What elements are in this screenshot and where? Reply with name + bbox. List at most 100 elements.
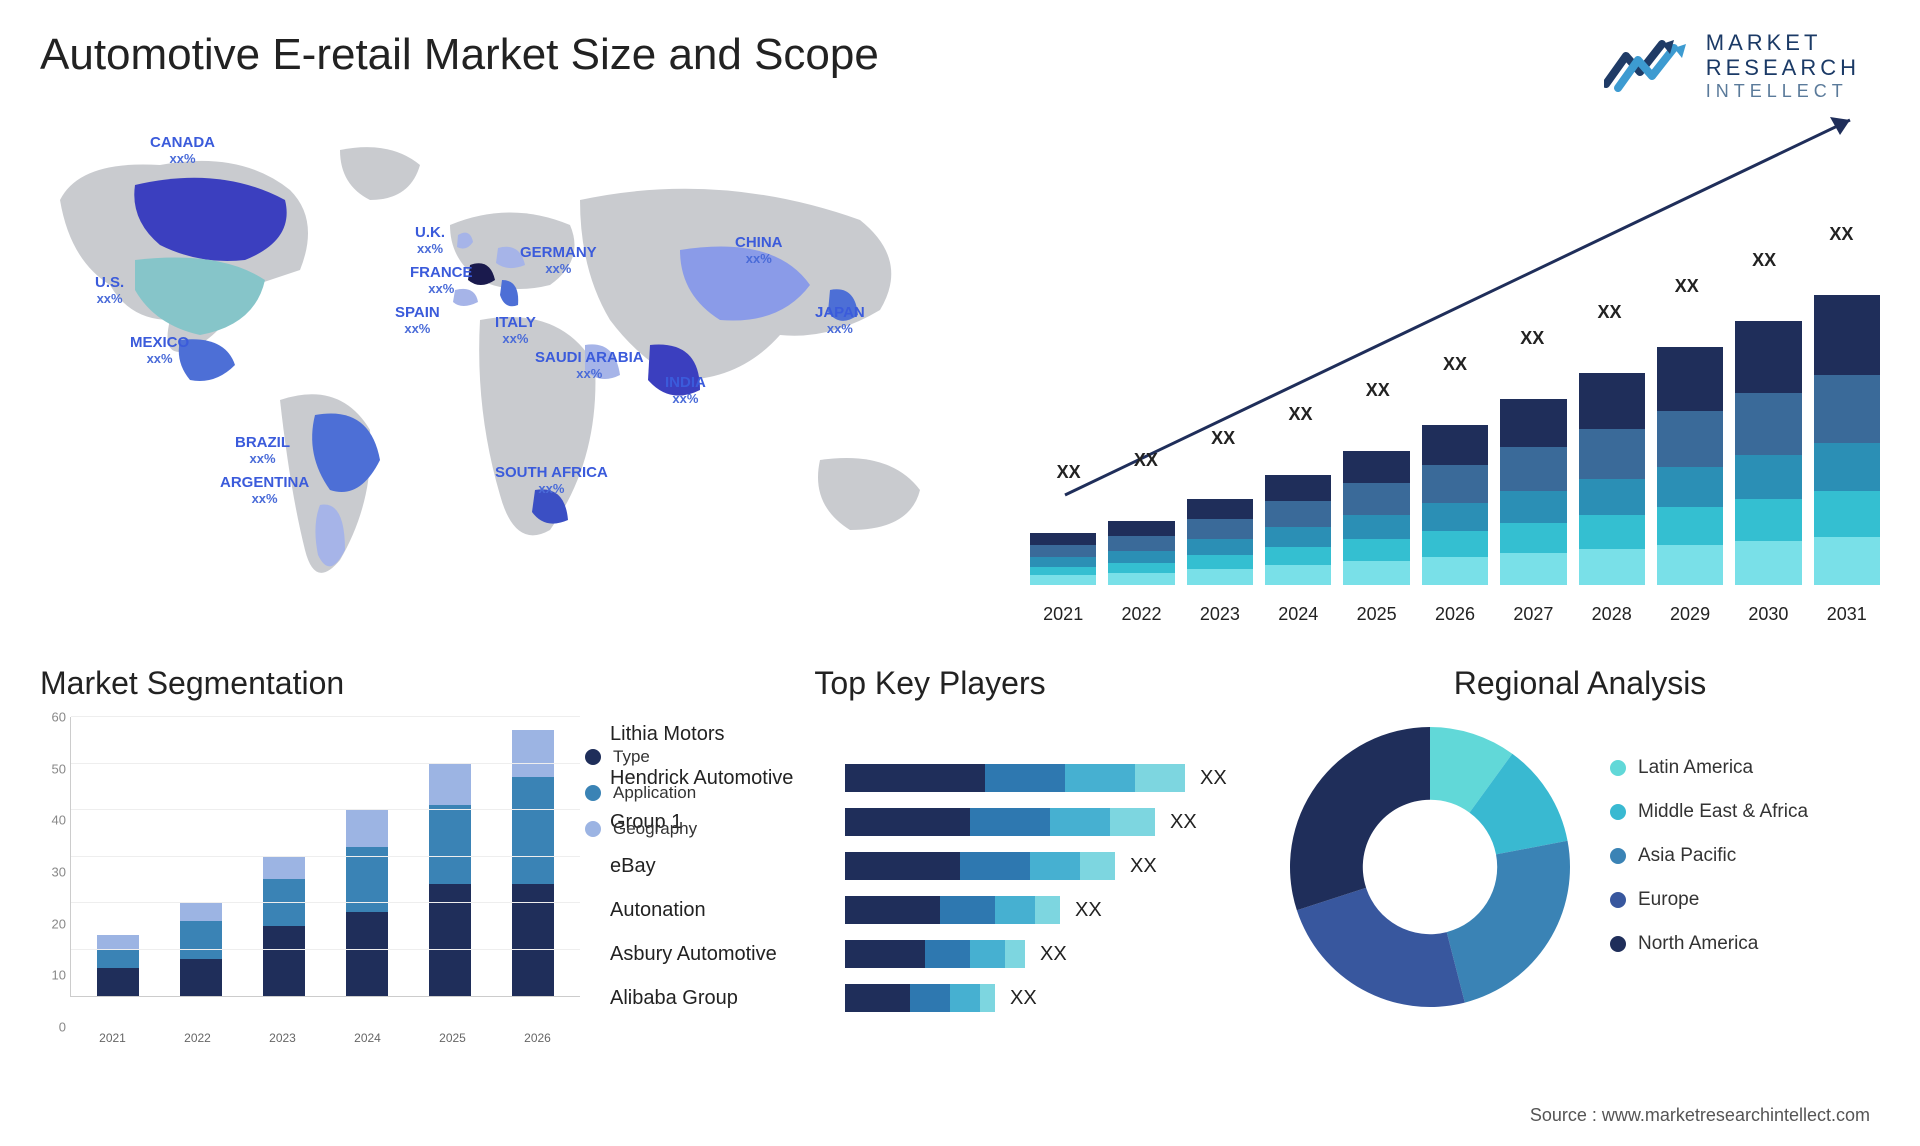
map-country-label: ITALYxx% [495,315,536,346]
bar-segment [1343,539,1409,561]
bar-year-label: 2029 [1657,604,1723,625]
bar-segment [1030,557,1096,567]
main-bar-column [1579,373,1645,585]
legend-swatch-icon [1610,760,1626,776]
regional-legend: Latin AmericaMiddle East & AfricaAsia Pa… [1610,757,1808,977]
bar-segment [1265,527,1331,547]
bar-segment [1579,515,1645,549]
bar-segment [1265,475,1331,501]
segmentation-bar-chart: 0102030405060 [40,717,580,1027]
key-players-panel: Top Key Players Lithia MotorsHendrick Au… [610,665,1250,1045]
bar-segment [1422,503,1488,531]
seg-bar-segment [180,903,222,922]
seg-bar-column [263,856,305,996]
bar-segment [1108,521,1174,536]
main-bar-column [1657,347,1723,585]
bar-segment [1814,443,1880,491]
bar-segment [1422,557,1488,585]
map-country-label: U.K.xx% [415,225,445,256]
seg-bar-segment [180,921,222,958]
map-country-label: ARGENTINAxx% [220,475,309,506]
player-bar-segment [1050,808,1110,836]
player-bar-segment [845,808,970,836]
seg-bar-segment [429,805,471,884]
bar-segment [1814,295,1880,375]
regional-donut-chart [1280,717,1580,1017]
seg-x-label: 2025 [439,1031,466,1045]
map-country-label: INDIAxx% [665,375,706,406]
seg-bar-segment [263,856,305,879]
gridline [71,809,580,810]
main-bar-column [1265,475,1331,585]
legend-item: Middle East & Africa [1610,801,1808,823]
player-value-label: XX [1010,987,1037,1010]
donut-slice [1290,727,1430,910]
legend-label: Application [613,783,696,803]
bar-value-label: XX [1288,404,1312,425]
bar-segment [1735,541,1801,585]
gridline [71,949,580,950]
seg-bar-segment [97,949,139,968]
seg-bar-segment [97,968,139,996]
seg-y-tick: 40 [52,813,66,828]
player-bar-segment [995,896,1035,924]
player-name-label: Lithia Motors [610,723,845,746]
player-bar-segment [845,984,910,1012]
bar-segment [1187,539,1253,555]
bar-segment [1187,519,1253,539]
regional-panel: Regional Analysis Latin AmericaMiddle Ea… [1280,665,1880,1045]
bar-segment [1265,565,1331,585]
player-bar-segment [985,764,1065,792]
player-bar [845,764,1185,792]
seg-y-tick: 0 [59,1020,66,1035]
logo-text: MARKET RESEARCH INTELLECT [1706,30,1860,101]
bar-segment [1187,569,1253,585]
bar-segment [1657,467,1723,507]
player-bar-segment [1135,764,1185,792]
bar-segment [1343,515,1409,539]
bar-year-label: 2031 [1814,604,1880,625]
bar-segment [1343,483,1409,515]
player-bar-segment [1110,808,1155,836]
legend-swatch-icon [1610,892,1626,908]
source-attribution: Source : www.marketresearchintellect.com [1530,1105,1870,1126]
bar-value-label: XX [1520,328,1544,349]
player-bar [845,984,995,1012]
bar-segment [1657,411,1723,467]
legend-swatch-icon [585,785,601,801]
bar-year-label: 2028 [1579,604,1645,625]
bar-value-label: XX [1752,250,1776,271]
player-bar-segment [960,852,1030,880]
player-bar-segment [925,940,970,968]
player-value-label: XX [1040,943,1067,966]
player-bar-segment [940,896,995,924]
map-country-label: FRANCExx% [410,265,473,296]
seg-bar-column [512,730,554,996]
segmentation-legend: TypeApplicationGeography [585,747,755,855]
bar-segment [1735,393,1801,455]
legend-item: Europe [1610,889,1808,911]
main-bar-column [1187,499,1253,585]
legend-swatch-icon [1610,936,1626,952]
player-bar-segment [845,940,925,968]
legend-label: Asia Pacific [1638,845,1736,867]
legend-swatch-icon [585,821,601,837]
legend-label: Type [613,747,650,767]
player-bar-segment [970,940,1005,968]
player-row: Lithia Motors [610,717,1250,751]
bar-segment [1108,573,1174,585]
bar-year-label: 2022 [1108,604,1174,625]
seg-x-label: 2023 [269,1031,296,1045]
seg-bar-segment [512,730,554,777]
player-bar-segment [1035,896,1060,924]
seg-bar-segment [263,926,305,996]
gridline [71,902,580,903]
legend-label: Europe [1638,889,1699,911]
main-bar-column [1814,295,1880,585]
bar-segment [1500,491,1566,523]
bar-year-label: 2021 [1030,604,1096,625]
map-country-label: SPAINxx% [395,305,440,336]
main-bar-column [1108,521,1174,585]
player-bar-segment [845,764,985,792]
bar-segment [1108,536,1174,551]
